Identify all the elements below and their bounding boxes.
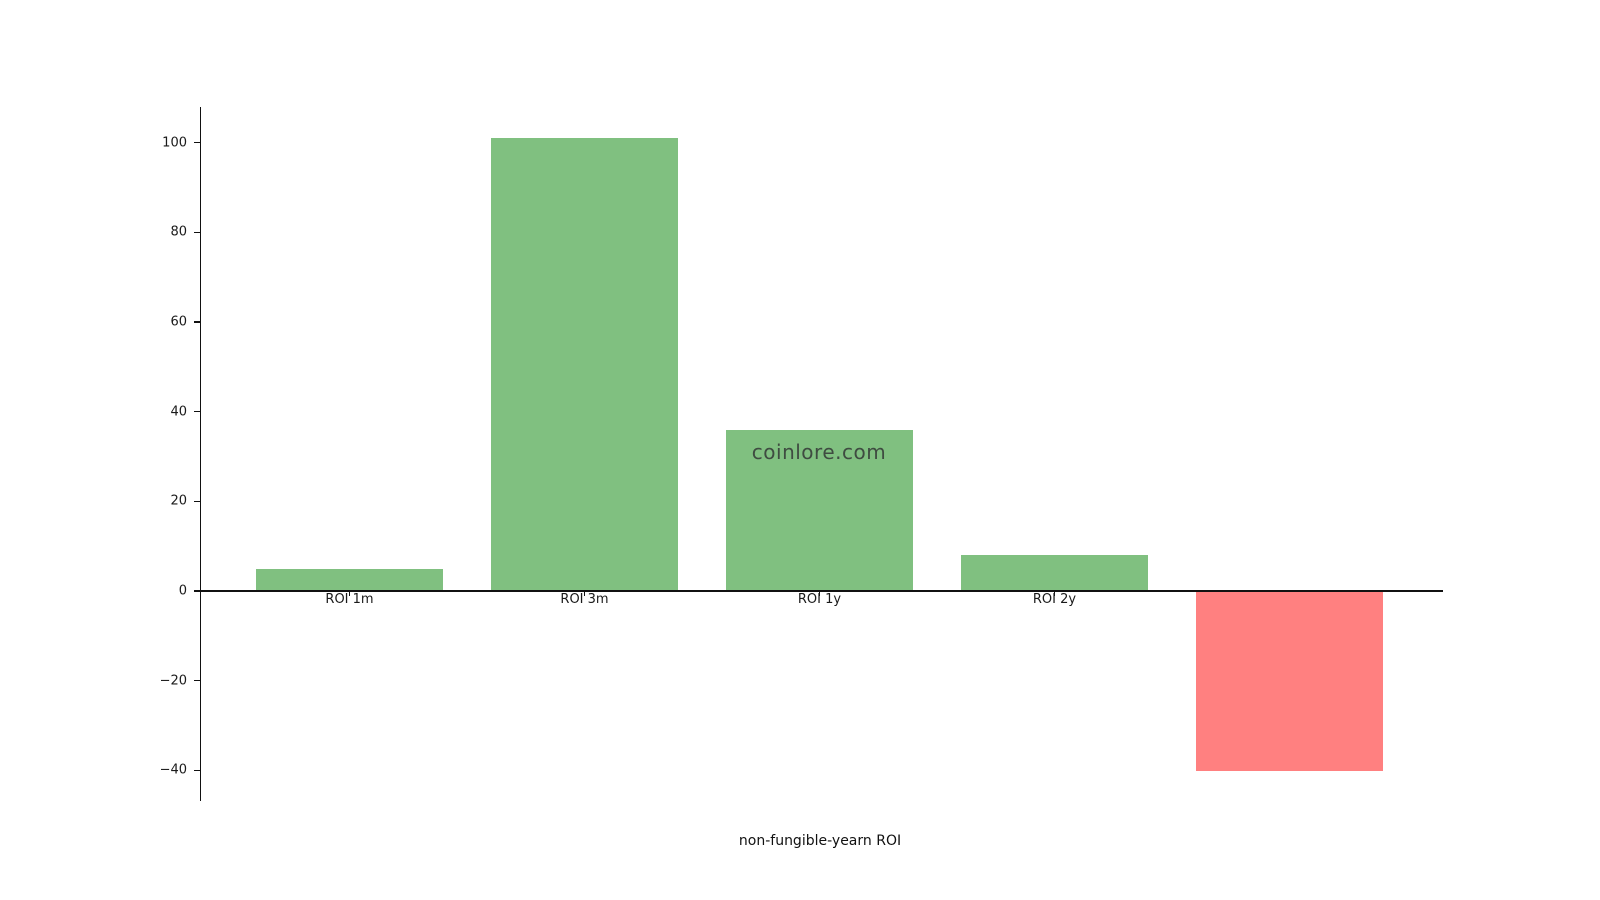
y-tick-label: 20 — [170, 493, 187, 509]
x-tick-mark — [818, 591, 821, 596]
y-tick-label: −40 — [159, 762, 187, 778]
y-tick-mark — [194, 231, 200, 233]
y-tick-mark — [194, 769, 200, 772]
x-tick-mark — [583, 591, 586, 596]
y-tick-mark — [194, 321, 200, 323]
x-tick-mark — [348, 591, 351, 596]
bar-roi-1y — [725, 429, 914, 591]
y-tick-label: −20 — [159, 673, 187, 689]
y-tick-mark — [194, 679, 200, 682]
x-tick-mark — [1053, 591, 1056, 596]
x-tick-label: ROI 1m — [325, 592, 374, 607]
y-axis-spine — [200, 107, 202, 801]
y-tick-label: 100 — [162, 135, 187, 151]
y-tick-mark — [194, 141, 200, 144]
bar-roi-3m — [490, 138, 679, 591]
y-tick-label: 40 — [170, 404, 187, 420]
x-tick-label: ROI 3m — [560, 592, 609, 607]
bar-roi-2y — [960, 555, 1149, 591]
x-axis-line — [200, 590, 1443, 592]
watermark-text: coinlore.com — [751, 440, 887, 464]
y-tick-label: 0 — [178, 583, 187, 599]
x-tick-label: ROI 1y — [797, 592, 842, 607]
y-tick-label: 80 — [170, 224, 187, 240]
y-tick-mark — [194, 410, 200, 413]
y-tick-mark — [194, 590, 200, 592]
y-tick-label: 60 — [170, 314, 187, 330]
y-tick-mark — [194, 500, 200, 502]
bar-roi-1m — [255, 568, 444, 591]
bar-neg-4 — [1195, 592, 1384, 772]
chart-title: non-fungible-yearn ROI — [738, 833, 902, 849]
x-tick-label: ROI 2y — [1032, 592, 1077, 607]
